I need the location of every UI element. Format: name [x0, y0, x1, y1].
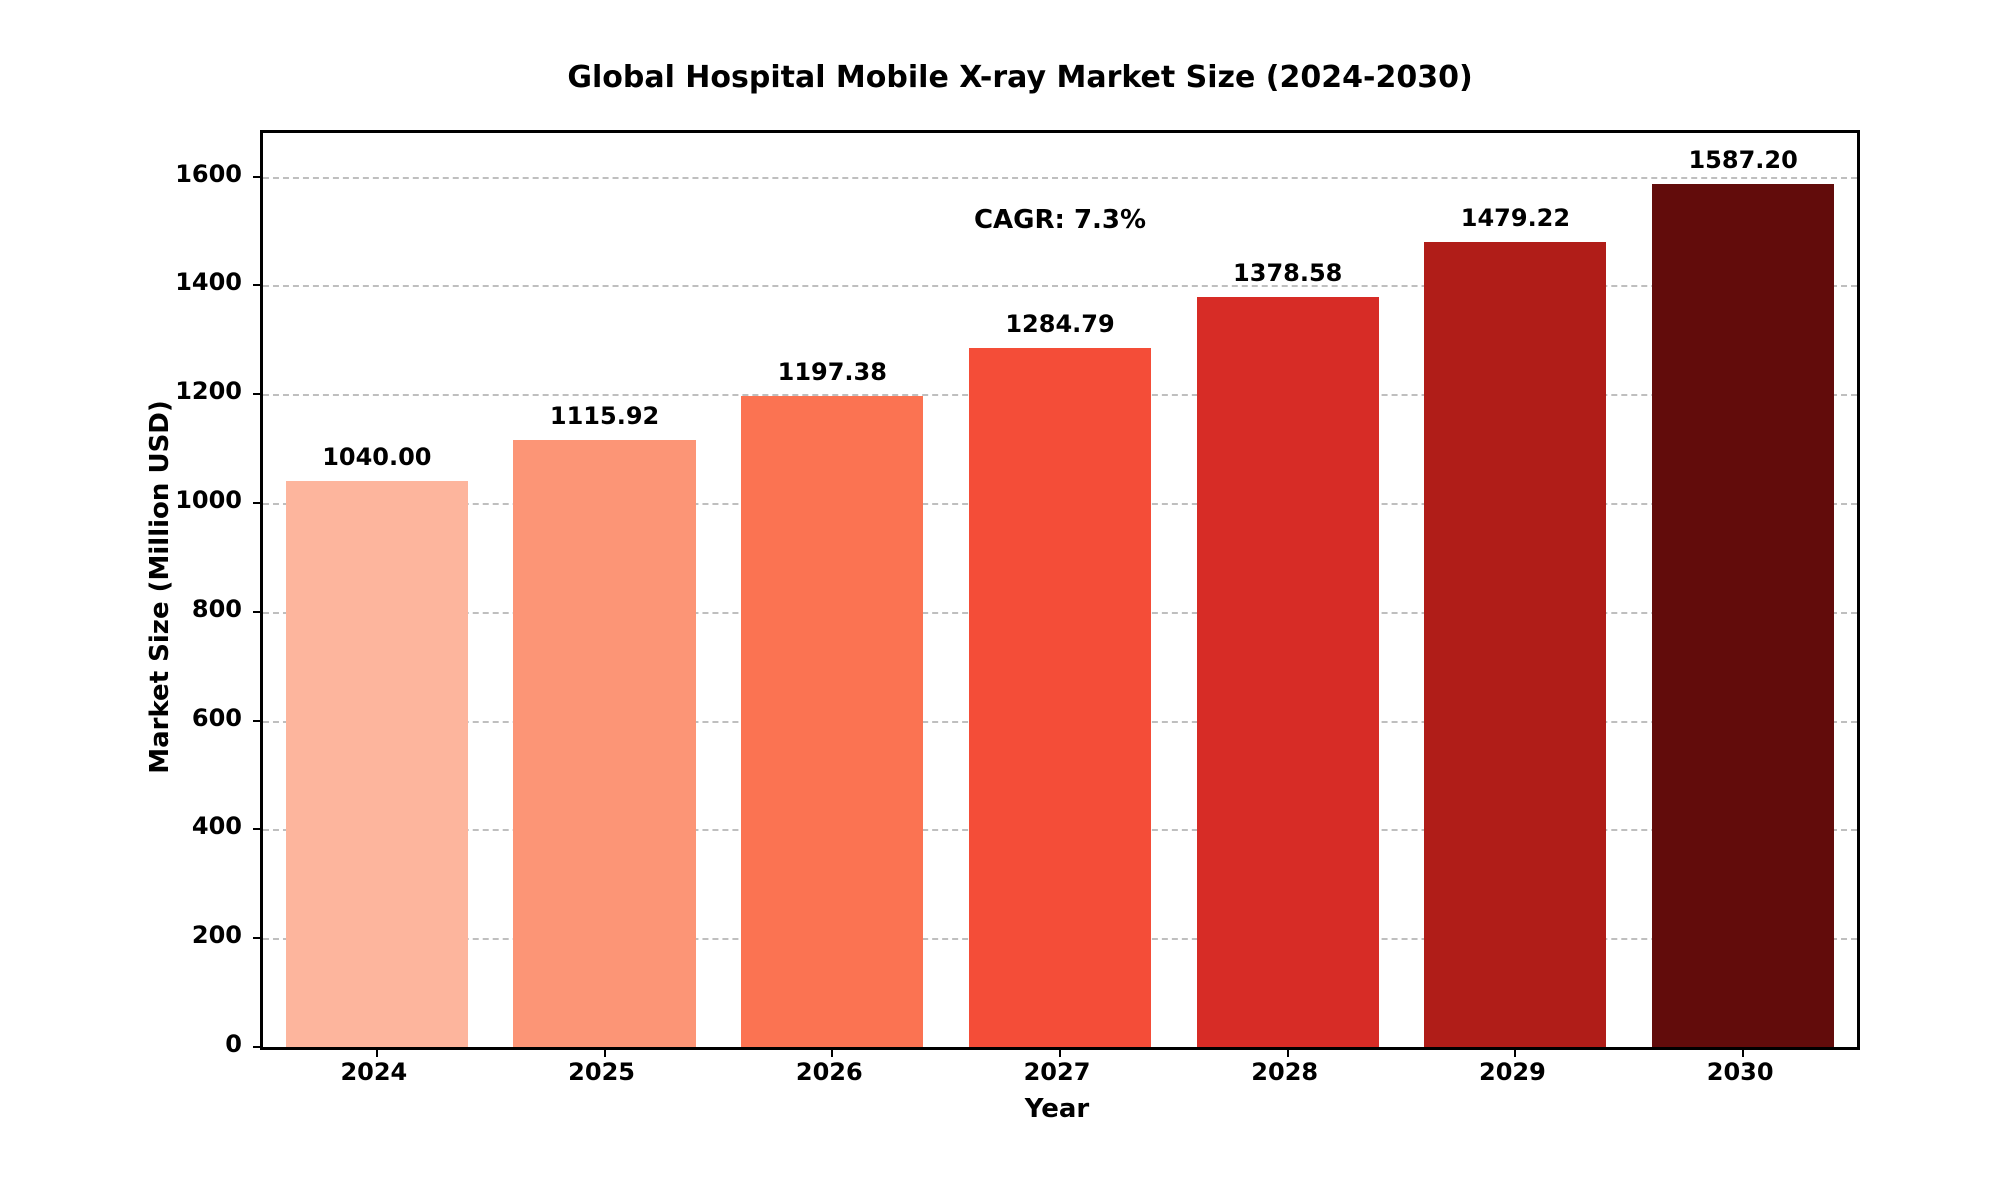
bar-value-label: 1587.20	[1688, 146, 1797, 174]
bar-value-label: 1040.00	[322, 443, 431, 471]
cagr-annotation: CAGR: 7.3%	[974, 205, 1146, 235]
ytick-label: 1600	[140, 160, 242, 188]
chart-container: Global Hospital Mobile X-ray Market Size…	[140, 60, 1900, 1140]
ytick-label: 600	[140, 704, 242, 732]
bar-value-label: 1479.22	[1461, 204, 1570, 232]
ytick-mark	[253, 393, 263, 395]
xtick-label: 2027	[1024, 1058, 1091, 1086]
xtick-label: 2025	[568, 1058, 635, 1086]
ytick-label: 1000	[140, 486, 242, 514]
ytick-label: 200	[140, 921, 242, 949]
ytick-mark	[253, 284, 263, 286]
ytick-label: 1400	[140, 268, 242, 296]
xtick-label: 2026	[796, 1058, 863, 1086]
xtick-label: 2028	[1251, 1058, 1318, 1086]
ytick-label: 800	[140, 595, 242, 623]
bar-value-label: 1378.58	[1233, 259, 1342, 287]
ytick-mark	[253, 502, 263, 504]
ytick-mark	[253, 828, 263, 830]
bar	[1652, 184, 1834, 1048]
xtick-label: 2030	[1707, 1058, 1774, 1086]
xtick-label: 2024	[340, 1058, 407, 1086]
xtick-mark	[376, 1047, 378, 1057]
xtick-mark	[604, 1047, 606, 1057]
bar-value-label: 1115.92	[550, 402, 659, 430]
bar-value-label: 1284.79	[1005, 310, 1114, 338]
ytick-mark	[253, 611, 263, 613]
ytick-label: 400	[140, 812, 242, 840]
bar	[513, 440, 695, 1047]
gridline	[263, 177, 1857, 179]
ytick-mark	[253, 1046, 263, 1048]
xtick-mark	[1514, 1047, 1516, 1057]
bar	[1197, 297, 1379, 1047]
bar	[1424, 242, 1606, 1047]
ytick-mark	[253, 937, 263, 939]
bar	[286, 481, 468, 1047]
chart-title: Global Hospital Mobile X-ray Market Size…	[140, 60, 1900, 95]
xtick-mark	[831, 1047, 833, 1057]
bar	[741, 396, 923, 1047]
ytick-label: 1200	[140, 377, 242, 405]
xtick-label: 2029	[1479, 1058, 1546, 1086]
ytick-mark	[253, 176, 263, 178]
ytick-label: 0	[140, 1030, 242, 1058]
bar-value-label: 1197.38	[778, 358, 887, 386]
xtick-mark	[1059, 1047, 1061, 1057]
xtick-mark	[1742, 1047, 1744, 1057]
plot-area: CAGR: 7.3% 1040.00 1115.92 1197.38 1284.79 1…	[260, 130, 1860, 1050]
ytick-mark	[253, 720, 263, 722]
gridline	[263, 285, 1857, 287]
x-axis-label: Year	[260, 1094, 1854, 1158]
bar	[969, 348, 1151, 1047]
xtick-mark	[1287, 1047, 1289, 1057]
